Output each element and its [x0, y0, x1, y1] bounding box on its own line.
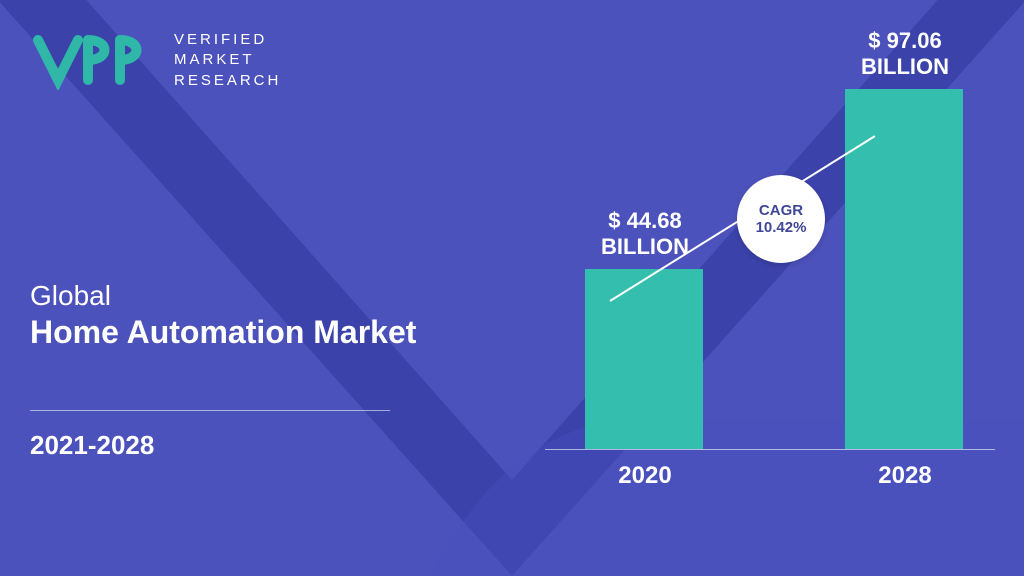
cagr-label: CAGR [759, 202, 803, 219]
period-label: 2021-2028 [30, 430, 154, 461]
infographic-canvas: VERIFIED MARKET RESEARCH Global Home Aut… [0, 0, 1024, 576]
bar-value-2020: $ 44.68 [555, 208, 735, 234]
bar-value-2028: $ 97.06 [815, 28, 995, 54]
brand-text: VERIFIED MARKET RESEARCH [174, 30, 281, 91]
cagr-value: 10.42% [756, 219, 807, 236]
cagr-badge: CAGR 10.42% [737, 175, 825, 263]
brand-line-2: MARKET [174, 50, 281, 70]
logo-mark-icon [30, 30, 160, 90]
title-line-2: Home Automation Market [30, 314, 416, 351]
bar-label-2028: $ 97.06 BILLION [815, 28, 995, 80]
chart-baseline [545, 449, 995, 450]
bar-label-2020: $ 44.68 BILLION [555, 208, 735, 260]
brand-logo: VERIFIED MARKET RESEARCH [30, 30, 281, 91]
xlabel-2028: 2028 [845, 462, 965, 490]
title-line-1: Global [30, 280, 416, 312]
bar-2020 [585, 269, 703, 449]
title-block: Global Home Automation Market [30, 280, 416, 351]
xlabel-2020: 2020 [585, 462, 705, 490]
brand-line-1: VERIFIED [174, 30, 281, 50]
brand-line-3: RESEARCH [174, 71, 281, 91]
bar-fill [585, 269, 703, 449]
divider-line [30, 410, 390, 411]
bar-chart: $ 44.68 BILLION 2020 $ 97.06 BILLION 202… [545, 30, 995, 490]
bar-unit-2028: BILLION [815, 54, 995, 80]
